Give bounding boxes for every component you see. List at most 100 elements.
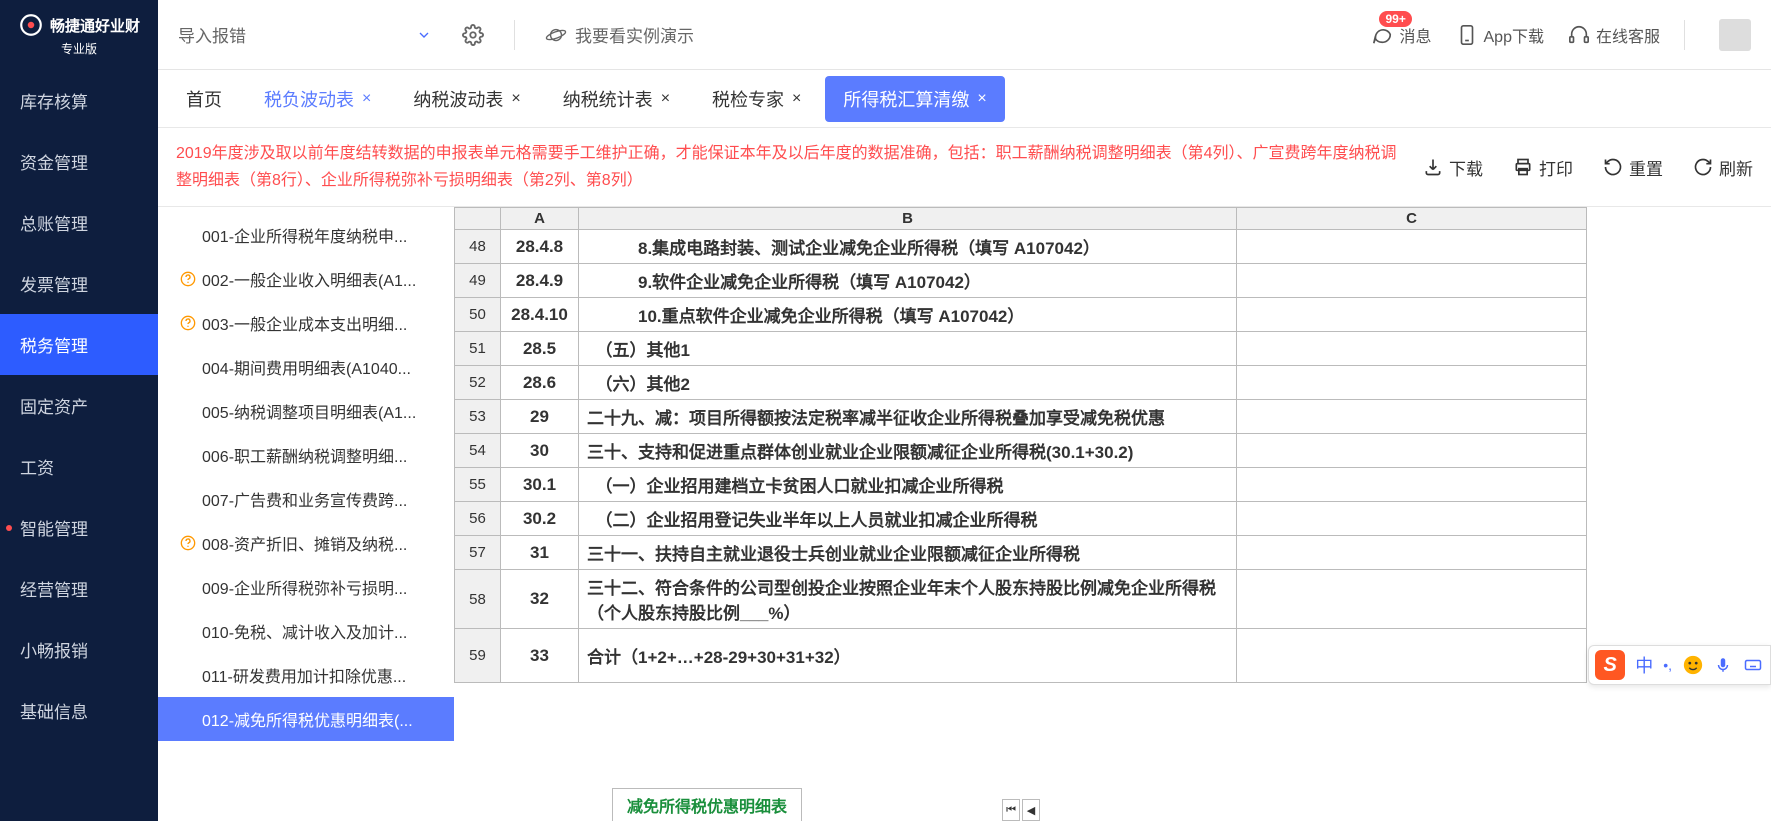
cell[interactable]: 三十二、符合条件的公司型创投企业按照企业年末个人股东持股比例减免企业所得税（个人… xyxy=(579,570,1237,629)
row-head[interactable]: 51 xyxy=(455,332,501,366)
cell[interactable] xyxy=(1237,434,1587,468)
tab[interactable]: 首页 xyxy=(168,76,240,122)
row-head[interactable]: 48 xyxy=(455,230,501,264)
sidebar-item[interactable]: 小畅报销 xyxy=(0,619,158,680)
row-head[interactable]: 58 xyxy=(455,570,501,629)
cell[interactable] xyxy=(1237,298,1587,332)
cell[interactable]: 二十九、减：项目所得额按法定税率减半征收企业所得税叠加享受减免税优惠 xyxy=(579,400,1237,434)
tab[interactable]: 税负波动表× xyxy=(246,76,389,122)
cell[interactable] xyxy=(1237,400,1587,434)
tab[interactable]: 纳税波动表× xyxy=(395,76,538,122)
tree-item[interactable]: 009-企业所得税弥补亏损明... xyxy=(158,565,454,609)
sidebar-item[interactable]: 总账管理 xyxy=(0,192,158,253)
spreadsheet[interactable]: A B C 4828.4.8 8.集成电路封装、测试企业减免企业所得税（填写 A… xyxy=(454,207,1771,821)
cell[interactable]: 29 xyxy=(501,400,579,434)
tab[interactable]: 纳税统计表× xyxy=(545,76,688,122)
cell[interactable] xyxy=(1237,264,1587,298)
app-download-button[interactable]: App下载 xyxy=(1456,23,1544,47)
customer-service-button[interactable]: 在线客服 xyxy=(1568,23,1660,47)
demo-link[interactable]: 我要看实例演示 xyxy=(545,22,694,47)
tab[interactable]: 所得税汇算清缴× xyxy=(825,76,1004,122)
sidebar-item[interactable]: 库存核算 xyxy=(0,70,158,131)
cell[interactable] xyxy=(1237,366,1587,400)
close-icon[interactable]: × xyxy=(977,90,986,108)
cell[interactable]: 三十、支持和促进重点群体创业就业企业限额减征企业所得税(30.1+30.2) xyxy=(579,434,1237,468)
messages-button[interactable]: 99+ 消息 xyxy=(1371,23,1431,47)
sidebar-item[interactable]: 税务管理 xyxy=(0,314,158,375)
tree-item[interactable]: 011-研发费用加计扣除优惠... xyxy=(158,653,454,697)
tree-item[interactable]: 008-资产折旧、摊销及纳税... xyxy=(158,521,454,565)
cell[interactable] xyxy=(1237,570,1587,629)
sidebar-item[interactable]: 工资 xyxy=(0,436,158,497)
close-icon[interactable]: × xyxy=(792,90,801,108)
sidebar-item[interactable]: 智能管理 xyxy=(0,497,158,558)
close-icon[interactable]: × xyxy=(362,90,371,108)
cell[interactable]: 28.4.8 xyxy=(501,230,579,264)
cell[interactable]: 10.重点软件企业减免企业所得税（填写 A107042） xyxy=(579,298,1237,332)
tree-item[interactable]: 002-一般企业收入明细表(A1... xyxy=(158,257,454,301)
row-head[interactable]: 54 xyxy=(455,434,501,468)
tree-item[interactable]: 001-企业所得税年度纳税申... xyxy=(158,213,454,257)
sheet-nav-first[interactable]: ⏮ xyxy=(1002,799,1020,821)
download-button[interactable]: 下载 xyxy=(1423,155,1483,180)
cell[interactable]: 三十一、扶持自主就业退役士兵创业就业企业限额减征企业所得税 xyxy=(579,536,1237,570)
refresh-button[interactable]: 刷新 xyxy=(1693,155,1753,180)
settings-icon[interactable] xyxy=(462,24,484,46)
tree-item[interactable]: 003-一般企业成本支出明细... xyxy=(158,301,454,345)
col-head-b[interactable]: B xyxy=(579,208,1237,230)
sheet-corner[interactable] xyxy=(455,208,501,230)
cell[interactable]: 32 xyxy=(501,570,579,629)
row-head[interactable]: 53 xyxy=(455,400,501,434)
cell[interactable]: 28.4.10 xyxy=(501,298,579,332)
cell[interactable]: （五）其他1 xyxy=(579,332,1237,366)
tree-item[interactable]: 010-免税、减计收入及加计... xyxy=(158,609,454,653)
sidebar-item[interactable]: 资金管理 xyxy=(0,131,158,192)
reset-button[interactable]: 重置 xyxy=(1603,155,1663,180)
cell[interactable] xyxy=(1237,468,1587,502)
sheet-nav-prev[interactable]: ◀ xyxy=(1022,799,1040,821)
close-icon[interactable]: × xyxy=(511,90,520,108)
sidebar-item[interactable]: 经营管理 xyxy=(0,558,158,619)
tree-item[interactable]: 012-减免所得税优惠明细表(... xyxy=(158,697,454,741)
cell[interactable]: 28.6 xyxy=(501,366,579,400)
tree-item[interactable]: 007-广告费和业务宣传费跨... xyxy=(158,477,454,521)
row-head[interactable]: 55 xyxy=(455,468,501,502)
tree-item[interactable]: 004-期间费用明细表(A1040... xyxy=(158,345,454,389)
cell[interactable]: 31 xyxy=(501,536,579,570)
ime-bar[interactable]: S 中 •, xyxy=(1588,645,1771,685)
tree-item[interactable]: 006-职工薪酬纳税调整明细... xyxy=(158,433,454,477)
cell[interactable]: （六）其他2 xyxy=(579,366,1237,400)
cell[interactable]: 9.软件企业减免企业所得税（填写 A107042） xyxy=(579,264,1237,298)
row-head[interactable]: 56 xyxy=(455,502,501,536)
cell[interactable]: 33 xyxy=(501,629,579,683)
cell[interactable]: 28.5 xyxy=(501,332,579,366)
row-head[interactable]: 57 xyxy=(455,536,501,570)
row-head[interactable]: 50 xyxy=(455,298,501,332)
col-head-a[interactable]: A xyxy=(501,208,579,230)
row-head[interactable]: 59 xyxy=(455,629,501,683)
cell[interactable]: 30.1 xyxy=(501,468,579,502)
row-head[interactable]: 52 xyxy=(455,366,501,400)
row-head[interactable]: 49 xyxy=(455,264,501,298)
cell[interactable] xyxy=(1237,332,1587,366)
ime-punct-icon[interactable]: •, xyxy=(1663,657,1672,673)
user-avatar[interactable] xyxy=(1719,19,1751,51)
ime-emoji-icon[interactable] xyxy=(1682,654,1704,676)
cell[interactable]: 30.2 xyxy=(501,502,579,536)
cell[interactable]: 30 xyxy=(501,434,579,468)
print-button[interactable]: 打印 xyxy=(1513,155,1573,180)
sidebar-item[interactable]: 基础信息 xyxy=(0,680,158,741)
tab[interactable]: 税检专家× xyxy=(694,76,819,122)
sidebar-item[interactable]: 发票管理 xyxy=(0,253,158,314)
cell[interactable]: 合计（1+2+…+28-29+30+31+32） xyxy=(579,629,1237,683)
col-head-c[interactable]: C xyxy=(1237,208,1587,230)
cell[interactable]: 28.4.9 xyxy=(501,264,579,298)
ime-keyboard-icon[interactable] xyxy=(1742,656,1764,674)
cell[interactable] xyxy=(1237,536,1587,570)
sheet-tab-active[interactable]: 减免所得税优惠明细表 xyxy=(612,788,802,821)
import-error-dropdown[interactable]: 导入报错 xyxy=(178,22,432,47)
close-icon[interactable]: × xyxy=(661,90,670,108)
tree-item[interactable]: 005-纳税调整项目明细表(A1... xyxy=(158,389,454,433)
ime-mic-icon[interactable] xyxy=(1714,654,1732,676)
cell[interactable] xyxy=(1237,629,1587,683)
